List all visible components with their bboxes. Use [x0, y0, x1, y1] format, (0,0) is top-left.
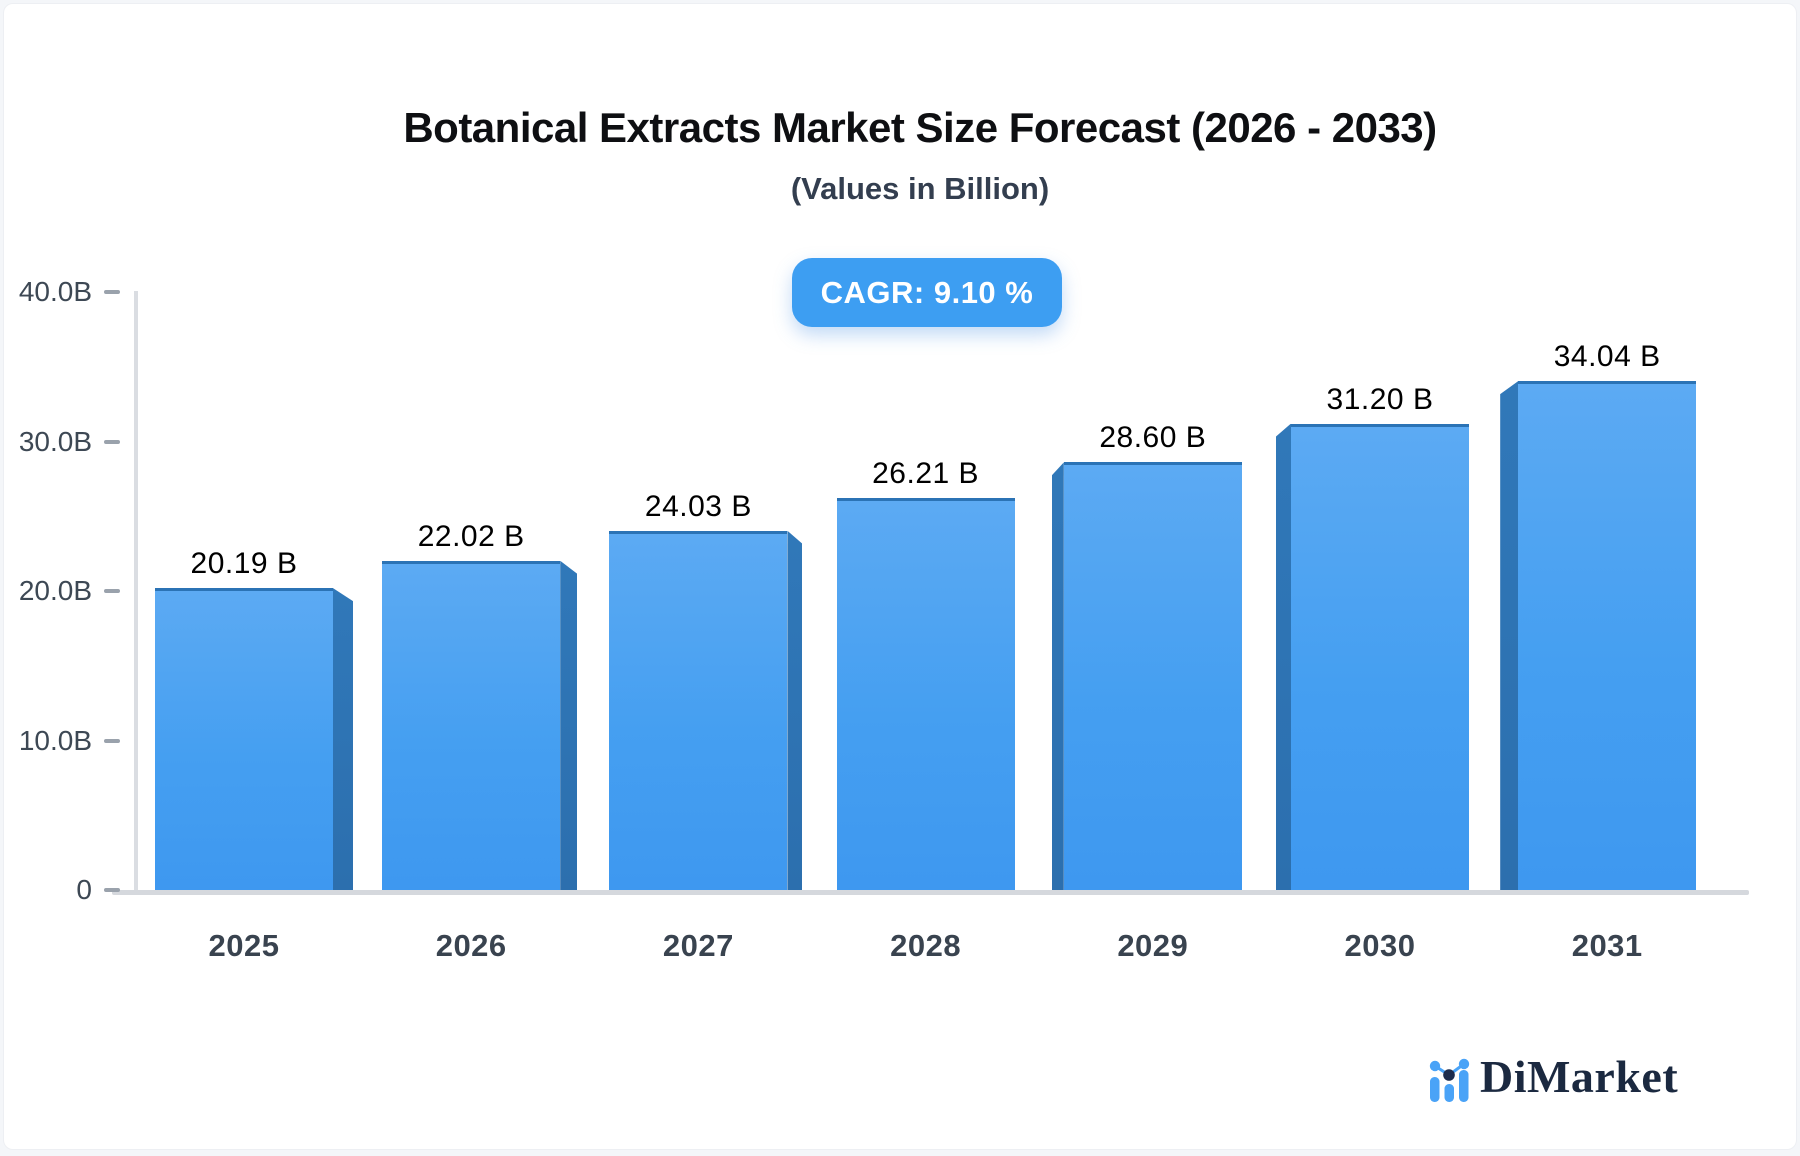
x-axis-label-2025: 2025 — [208, 928, 280, 963]
bar-value-label-2026: 22.02 B — [417, 519, 525, 553]
bar-side-shadow-2026 — [560, 560, 578, 890]
chart-card: Botanical Extracts Market Size Forecast … — [3, 3, 1797, 1150]
cagr-badge: CAGR: 9.10 % — [792, 258, 1062, 327]
bar-2030[interactable] — [1276, 423, 1469, 890]
x-axis-label-2029: 2029 — [1117, 928, 1189, 963]
y-tick-mark — [104, 738, 120, 743]
bar-face-2030 — [1291, 423, 1469, 890]
bar-face-2029 — [1063, 462, 1242, 890]
bar-2026[interactable] — [382, 560, 578, 890]
x-axis-label-2028: 2028 — [890, 928, 962, 963]
y-tick-label-40.0B: 40.0B — [18, 276, 92, 307]
bar-2028[interactable] — [836, 498, 1015, 890]
dimarket-logo-icon — [1429, 1058, 1470, 1102]
bar-face-2028 — [836, 498, 1015, 890]
chart-title: Botanical Extracts Market Size Forecast … — [403, 104, 1437, 151]
bar-face-2025 — [155, 588, 333, 890]
brand-name: DiMarket — [1480, 1051, 1679, 1102]
y-tick-label-10.0B: 10.0B — [18, 724, 92, 756]
bar-value-label-2028: 26.21 B — [872, 457, 980, 491]
y-axis-line — [134, 291, 138, 891]
y-tick-mark — [104, 589, 120, 593]
y-tick-label-20.0B: 20.0B — [18, 575, 92, 606]
bar-2025[interactable] — [155, 588, 353, 890]
bar-side-shadow-2027 — [787, 530, 803, 890]
y-tick-label-0: 0 — [76, 874, 92, 905]
y-tick-mark — [104, 290, 120, 294]
bar-side-shadow-2031 — [1500, 381, 1519, 890]
bar-2031[interactable] — [1500, 381, 1697, 890]
bar-2029[interactable] — [1051, 462, 1242, 890]
y-tick-mark — [104, 439, 120, 444]
x-axis-label-2031: 2031 — [1571, 928, 1643, 963]
bar-side-shadow-2030 — [1276, 423, 1291, 890]
chart-subtitle: (Values in Billion) — [790, 171, 1050, 206]
bar-face-2026 — [382, 560, 561, 890]
bar-value-label-2031: 34.04 B — [1553, 340, 1661, 374]
brand-logo: DiMarket — [1424, 1044, 1724, 1114]
x-axis-line — [112, 890, 1749, 895]
bar-value-label-2029: 28.60 B — [1099, 421, 1207, 455]
y-tick-mark — [104, 888, 120, 892]
bar-2027[interactable] — [609, 530, 803, 890]
x-axis-label-2026: 2026 — [435, 928, 507, 963]
bar-face-2027 — [609, 530, 788, 890]
bar-side-shadow-2025 — [333, 588, 353, 890]
bar-face-2031 — [1518, 381, 1697, 890]
bar-value-label-2030: 31.20 B — [1326, 382, 1434, 416]
x-axis-label-2027: 2027 — [662, 928, 734, 963]
bar-value-label-2025: 20.19 B — [190, 547, 298, 581]
y-tick-label-30.0B: 30.0B — [18, 425, 92, 457]
x-axis-label-2030: 2030 — [1344, 928, 1416, 963]
bar-side-shadow-2029 — [1051, 462, 1064, 890]
bar-value-label-2027: 24.03 B — [644, 489, 752, 523]
